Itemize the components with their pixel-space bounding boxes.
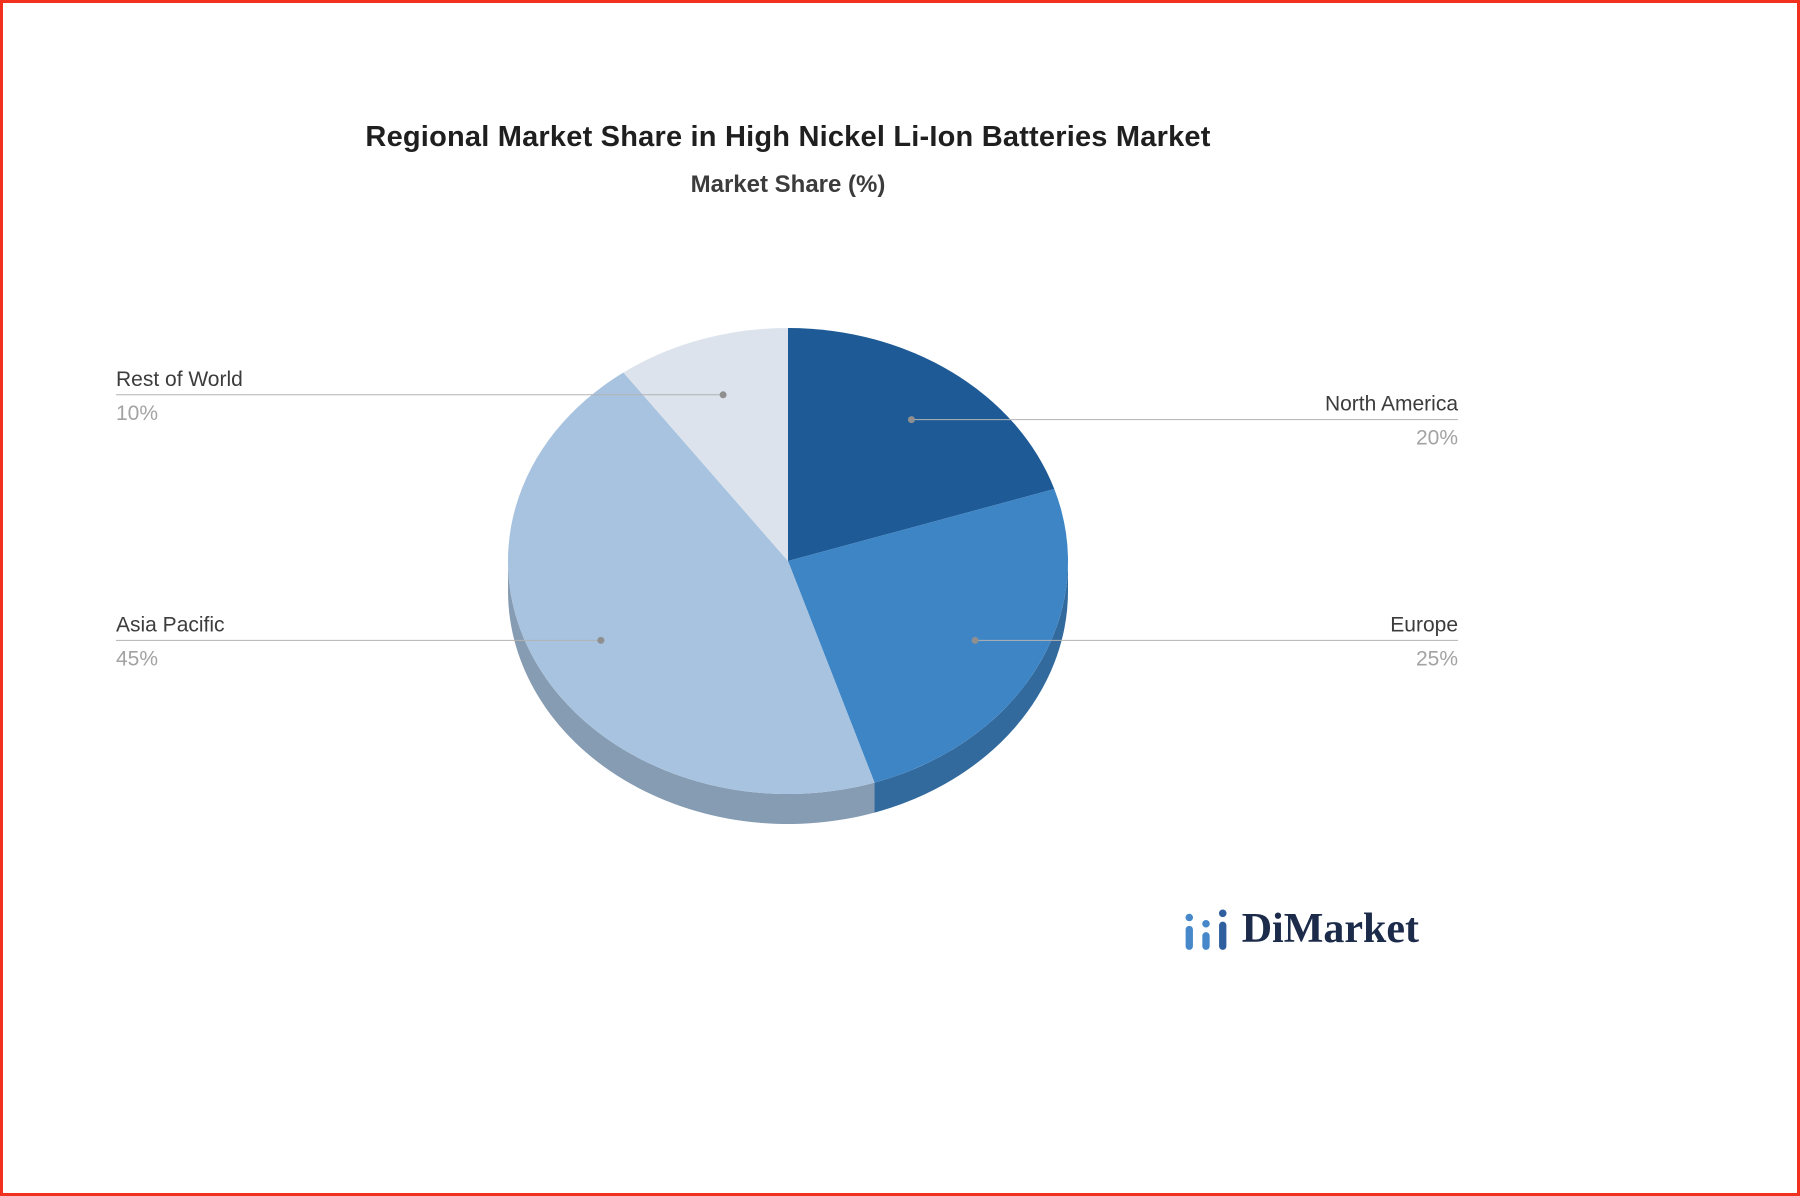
callout-value: 45%	[116, 647, 158, 670]
pie-slice-side-europe	[874, 561, 1068, 813]
dimarket-logo: DiMarket	[1183, 905, 1419, 953]
callout-dot	[971, 636, 979, 644]
pie-slice-side-asia-pacific	[508, 561, 875, 824]
callout-rest-of-world: Rest of World 10%	[116, 368, 727, 425]
callout-label: Rest of World	[116, 368, 243, 391]
chart-subtitle: Market Share (%)	[690, 171, 886, 198]
pie-slices	[508, 328, 1068, 794]
callout-value: 10%	[116, 402, 158, 425]
callout-dot	[597, 636, 605, 644]
bar-chart-dots-icon	[1185, 909, 1227, 950]
pie-chart: North America 20% Europe 25% Asia Pacific 45%…	[116, 328, 1458, 824]
pie-callouts: North America 20% Europe 25% Asia Pacific 45%…	[116, 368, 1458, 670]
pie-slice-asia-pacific	[508, 372, 875, 794]
callout-north-america: North America 20%	[907, 393, 1458, 450]
pie-slice-north-america	[788, 328, 1055, 561]
callout-dot	[719, 391, 727, 399]
callout-label: Europe	[1390, 613, 1458, 636]
pie-slice-sides	[508, 561, 1068, 824]
callout-dot	[907, 416, 915, 424]
chart-title: Regional Market Share in High Nickel Li-…	[365, 121, 1211, 153]
dimarket-logo-text: DiMarket	[1241, 906, 1419, 952]
pie-slice-europe	[788, 488, 1068, 783]
callout-asia-pacific: Asia Pacific 45%	[116, 613, 605, 670]
callout-value: 25%	[1416, 647, 1458, 670]
callout-value: 20%	[1416, 427, 1458, 450]
callout-europe: Europe 25%	[971, 613, 1458, 670]
pie-slice-rest-of-world	[623, 328, 788, 561]
callout-label: North America	[1325, 393, 1458, 416]
callout-label: Asia Pacific	[116, 613, 225, 636]
